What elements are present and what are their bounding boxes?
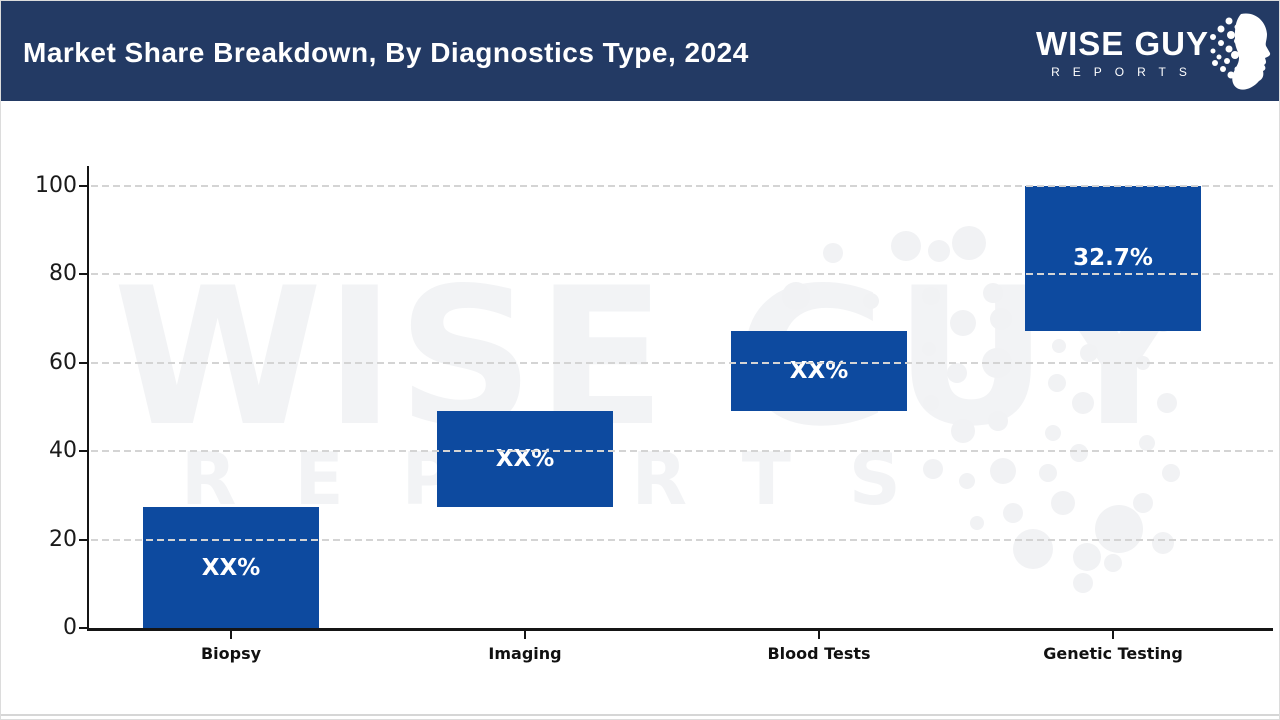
x-tick-3 bbox=[818, 631, 820, 639]
x-tick-2 bbox=[524, 631, 526, 639]
category-label-imaging: Imaging bbox=[488, 644, 562, 663]
category-label-blood-tests: Blood Tests bbox=[767, 644, 871, 663]
x-tick-4 bbox=[1112, 631, 1114, 639]
x-tick-1 bbox=[230, 631, 232, 639]
gridline-100 bbox=[91, 185, 1273, 187]
gridline-80 bbox=[91, 273, 1273, 276]
y-tick-40 bbox=[79, 450, 89, 453]
y-tick-label-80: 80 bbox=[49, 261, 77, 287]
gridline-40 bbox=[91, 450, 1273, 453]
bar-genetic-testing: 32.7% bbox=[1025, 186, 1201, 331]
logo-wordmark: WISE GUY bbox=[1035, 25, 1209, 62]
y-tick-60 bbox=[79, 361, 89, 364]
y-tick-80 bbox=[79, 273, 89, 276]
y-tick-0 bbox=[79, 627, 89, 629]
header: Market Share Breakdown, By Diagnostics T… bbox=[1, 1, 1279, 101]
bar-imaging: XX% bbox=[437, 410, 613, 508]
gridline-20 bbox=[91, 538, 1273, 541]
bar-blood-tests: XX% bbox=[731, 330, 907, 411]
bar-value-label: XX% bbox=[201, 554, 261, 581]
bottom-rule bbox=[1, 714, 1279, 716]
x-axis-spine bbox=[87, 628, 1273, 631]
y-tick-100 bbox=[79, 185, 89, 187]
category-label-genetic-testing: Genetic Testing bbox=[1043, 644, 1183, 663]
y-tick-label-100: 100 bbox=[35, 173, 77, 198]
page-title: Market Share Breakdown, By Diagnostics T… bbox=[23, 37, 749, 68]
y-axis-spine bbox=[87, 166, 89, 631]
category-label-biopsy: Biopsy bbox=[200, 644, 262, 663]
y-tick-label-20: 20 bbox=[49, 526, 77, 552]
wiseguy-logo: WISE GUY REPORTS bbox=[1031, 9, 1271, 95]
y-tick-label-60: 60 bbox=[49, 349, 77, 375]
logo-subtitle: REPORTS bbox=[1051, 65, 1200, 79]
y-tick-label-0: 0 bbox=[63, 615, 77, 640]
bar-value-label: 32.7% bbox=[1073, 245, 1153, 272]
bar-biopsy: XX% bbox=[143, 507, 319, 628]
logo-text: WISE GUY REPORTS bbox=[1036, 25, 1209, 79]
gridline-60 bbox=[91, 361, 1273, 364]
y-tick-label-40: 40 bbox=[49, 438, 77, 464]
head-profile-icon bbox=[1210, 13, 1271, 90]
y-tick-20 bbox=[79, 538, 89, 541]
